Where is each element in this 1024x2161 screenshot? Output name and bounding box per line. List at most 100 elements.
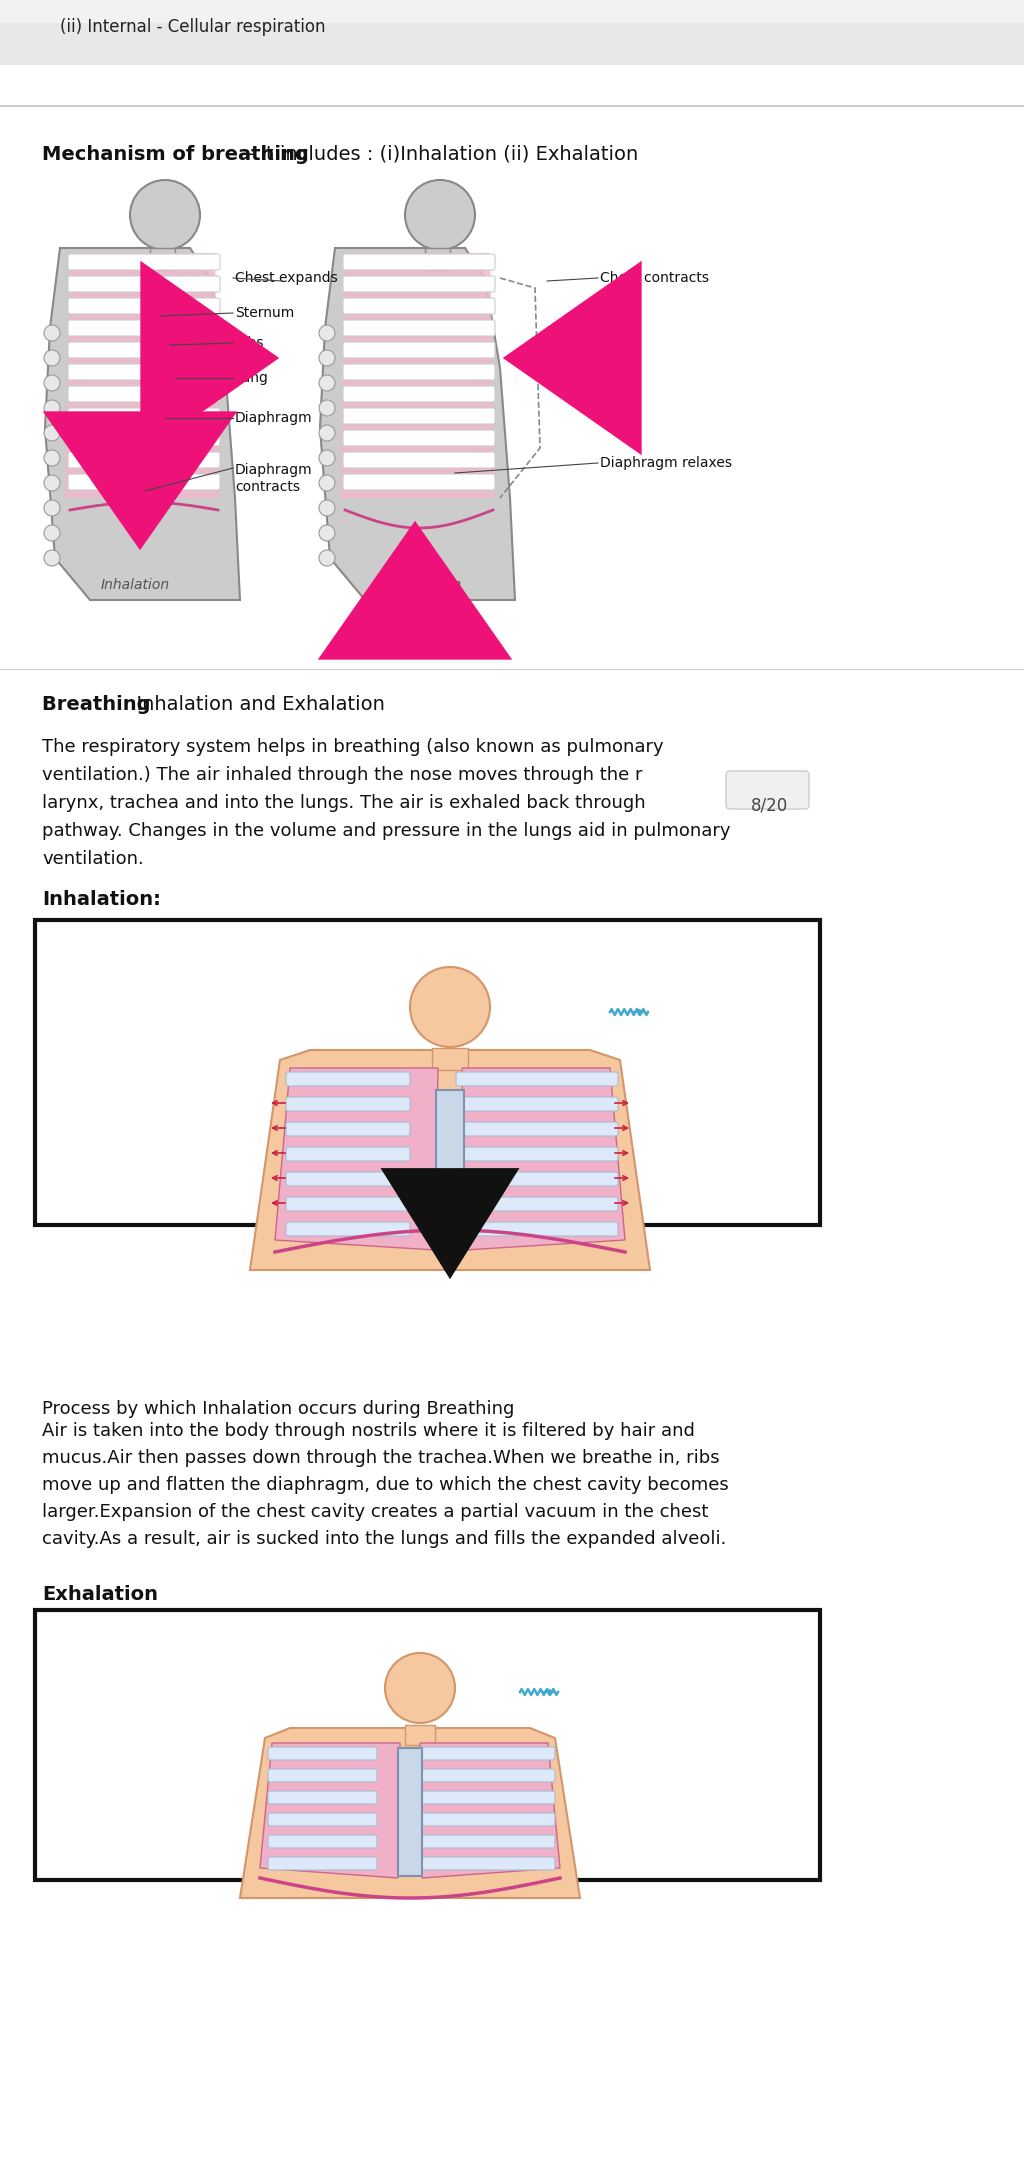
Circle shape bbox=[44, 350, 60, 365]
Text: Diaphragm: Diaphragm bbox=[655, 1132, 740, 1147]
Text: Diaphragm: Diaphragm bbox=[234, 411, 312, 426]
Circle shape bbox=[44, 525, 60, 540]
FancyBboxPatch shape bbox=[286, 1197, 410, 1210]
FancyBboxPatch shape bbox=[68, 363, 220, 380]
FancyBboxPatch shape bbox=[416, 1835, 555, 1848]
Circle shape bbox=[44, 376, 60, 391]
FancyBboxPatch shape bbox=[416, 1791, 555, 1804]
Circle shape bbox=[319, 350, 335, 365]
FancyBboxPatch shape bbox=[68, 408, 220, 424]
Polygon shape bbox=[65, 253, 220, 497]
Text: The respiratory system helps in breathing (also known as pulmonary: The respiratory system helps in breathin… bbox=[42, 739, 664, 756]
Polygon shape bbox=[462, 1068, 625, 1249]
Circle shape bbox=[319, 551, 335, 566]
Text: Rib cage expands
as rib muscles
contract: Rib cage expands as rib muscles contract bbox=[45, 1766, 169, 1813]
Circle shape bbox=[319, 475, 335, 491]
Text: Ribs: Ribs bbox=[234, 335, 264, 350]
FancyBboxPatch shape bbox=[343, 387, 495, 402]
FancyBboxPatch shape bbox=[416, 1770, 555, 1783]
FancyBboxPatch shape bbox=[343, 408, 495, 424]
FancyBboxPatch shape bbox=[343, 298, 495, 313]
Bar bbox=[0, 24, 1024, 65]
Polygon shape bbox=[319, 249, 515, 601]
FancyBboxPatch shape bbox=[456, 1122, 618, 1137]
FancyBboxPatch shape bbox=[456, 1147, 618, 1160]
Circle shape bbox=[319, 376, 335, 391]
Bar bbox=[35, 1610, 820, 1880]
Text: ventilation.: ventilation. bbox=[42, 849, 143, 869]
FancyBboxPatch shape bbox=[68, 341, 220, 359]
Circle shape bbox=[319, 499, 335, 516]
Circle shape bbox=[319, 525, 335, 540]
FancyBboxPatch shape bbox=[286, 1221, 410, 1236]
Text: Air inhaled: Air inhaled bbox=[655, 1001, 737, 1016]
Text: Diaphragm relaxes: Diaphragm relaxes bbox=[600, 456, 732, 469]
Bar bbox=[35, 921, 820, 1225]
Bar bbox=[436, 1089, 464, 1245]
Polygon shape bbox=[340, 253, 495, 497]
Bar bbox=[425, 249, 450, 270]
Circle shape bbox=[44, 499, 60, 516]
FancyBboxPatch shape bbox=[286, 1122, 410, 1137]
FancyBboxPatch shape bbox=[68, 430, 220, 445]
Polygon shape bbox=[240, 1729, 580, 1897]
FancyBboxPatch shape bbox=[456, 1221, 618, 1236]
FancyBboxPatch shape bbox=[268, 1813, 377, 1826]
Circle shape bbox=[410, 966, 490, 1046]
Text: Lung: Lung bbox=[655, 1111, 692, 1126]
FancyBboxPatch shape bbox=[726, 771, 809, 808]
FancyBboxPatch shape bbox=[286, 1072, 410, 1087]
FancyBboxPatch shape bbox=[343, 473, 495, 491]
Text: Breathing: Breathing bbox=[42, 696, 158, 713]
FancyBboxPatch shape bbox=[416, 1746, 555, 1759]
Circle shape bbox=[44, 426, 60, 441]
FancyBboxPatch shape bbox=[456, 1171, 618, 1186]
Bar bbox=[150, 249, 175, 270]
Circle shape bbox=[385, 1653, 455, 1722]
Text: Inhalation: Inhalation bbox=[349, 955, 506, 985]
Circle shape bbox=[319, 400, 335, 417]
FancyBboxPatch shape bbox=[268, 1791, 377, 1804]
Text: Lung: Lung bbox=[234, 372, 269, 385]
FancyBboxPatch shape bbox=[456, 1072, 618, 1087]
FancyBboxPatch shape bbox=[286, 1147, 410, 1160]
Text: cavity.As a result, air is sucked into the lungs and fills the expanded alveoli.: cavity.As a result, air is sucked into t… bbox=[42, 1530, 726, 1547]
Text: Chest contracts: Chest contracts bbox=[600, 270, 709, 285]
Circle shape bbox=[406, 179, 475, 251]
Text: Inhalation:: Inhalation: bbox=[42, 890, 161, 910]
FancyBboxPatch shape bbox=[268, 1856, 377, 1869]
FancyBboxPatch shape bbox=[456, 1197, 618, 1210]
Bar bbox=[398, 1748, 422, 1876]
FancyBboxPatch shape bbox=[343, 255, 495, 270]
FancyBboxPatch shape bbox=[416, 1856, 555, 1869]
FancyBboxPatch shape bbox=[456, 1098, 618, 1111]
FancyBboxPatch shape bbox=[268, 1770, 377, 1783]
Text: 8/20: 8/20 bbox=[752, 795, 788, 815]
Text: larger.Expansion of the chest cavity creates a partial vacuum in the chest: larger.Expansion of the chest cavity cre… bbox=[42, 1504, 709, 1521]
Text: Mechanism of breathing: Mechanism of breathing bbox=[42, 145, 309, 164]
FancyBboxPatch shape bbox=[68, 298, 220, 313]
Polygon shape bbox=[45, 249, 240, 601]
Text: pathway. Changes in the volume and pressure in the lungs aid in pulmonary: pathway. Changes in the volume and press… bbox=[42, 821, 730, 841]
Circle shape bbox=[319, 426, 335, 441]
Text: Sternum: Sternum bbox=[234, 307, 294, 320]
Polygon shape bbox=[420, 1744, 560, 1878]
Text: larynx, trachea and into the lungs. The air is exhaled back through: larynx, trachea and into the lungs. The … bbox=[42, 793, 645, 813]
Circle shape bbox=[44, 400, 60, 417]
FancyBboxPatch shape bbox=[343, 430, 495, 445]
Bar bbox=[406, 1724, 435, 1744]
Text: mucus.Air then passes down through the trachea.When we breathe in, ribs: mucus.Air then passes down through the t… bbox=[42, 1450, 720, 1467]
Text: Exhalation: Exhalation bbox=[42, 1584, 158, 1603]
FancyBboxPatch shape bbox=[268, 1835, 377, 1848]
FancyBboxPatch shape bbox=[68, 255, 220, 270]
FancyBboxPatch shape bbox=[343, 363, 495, 380]
Circle shape bbox=[130, 179, 200, 251]
Text: ventilation.) The air inhaled through the nose moves through the r: ventilation.) The air inhaled through th… bbox=[42, 765, 642, 784]
Polygon shape bbox=[260, 1744, 400, 1878]
Text: Diaphragm contracts
moves down: Diaphragm contracts moves down bbox=[655, 1152, 802, 1182]
FancyBboxPatch shape bbox=[68, 277, 220, 292]
Text: Chest expands: Chest expands bbox=[234, 270, 338, 285]
Circle shape bbox=[319, 449, 335, 467]
FancyBboxPatch shape bbox=[68, 452, 220, 469]
Text: Rib cage expands
as rib muscles
contract: Rib cage expands as rib muscles contract bbox=[45, 1070, 169, 1119]
